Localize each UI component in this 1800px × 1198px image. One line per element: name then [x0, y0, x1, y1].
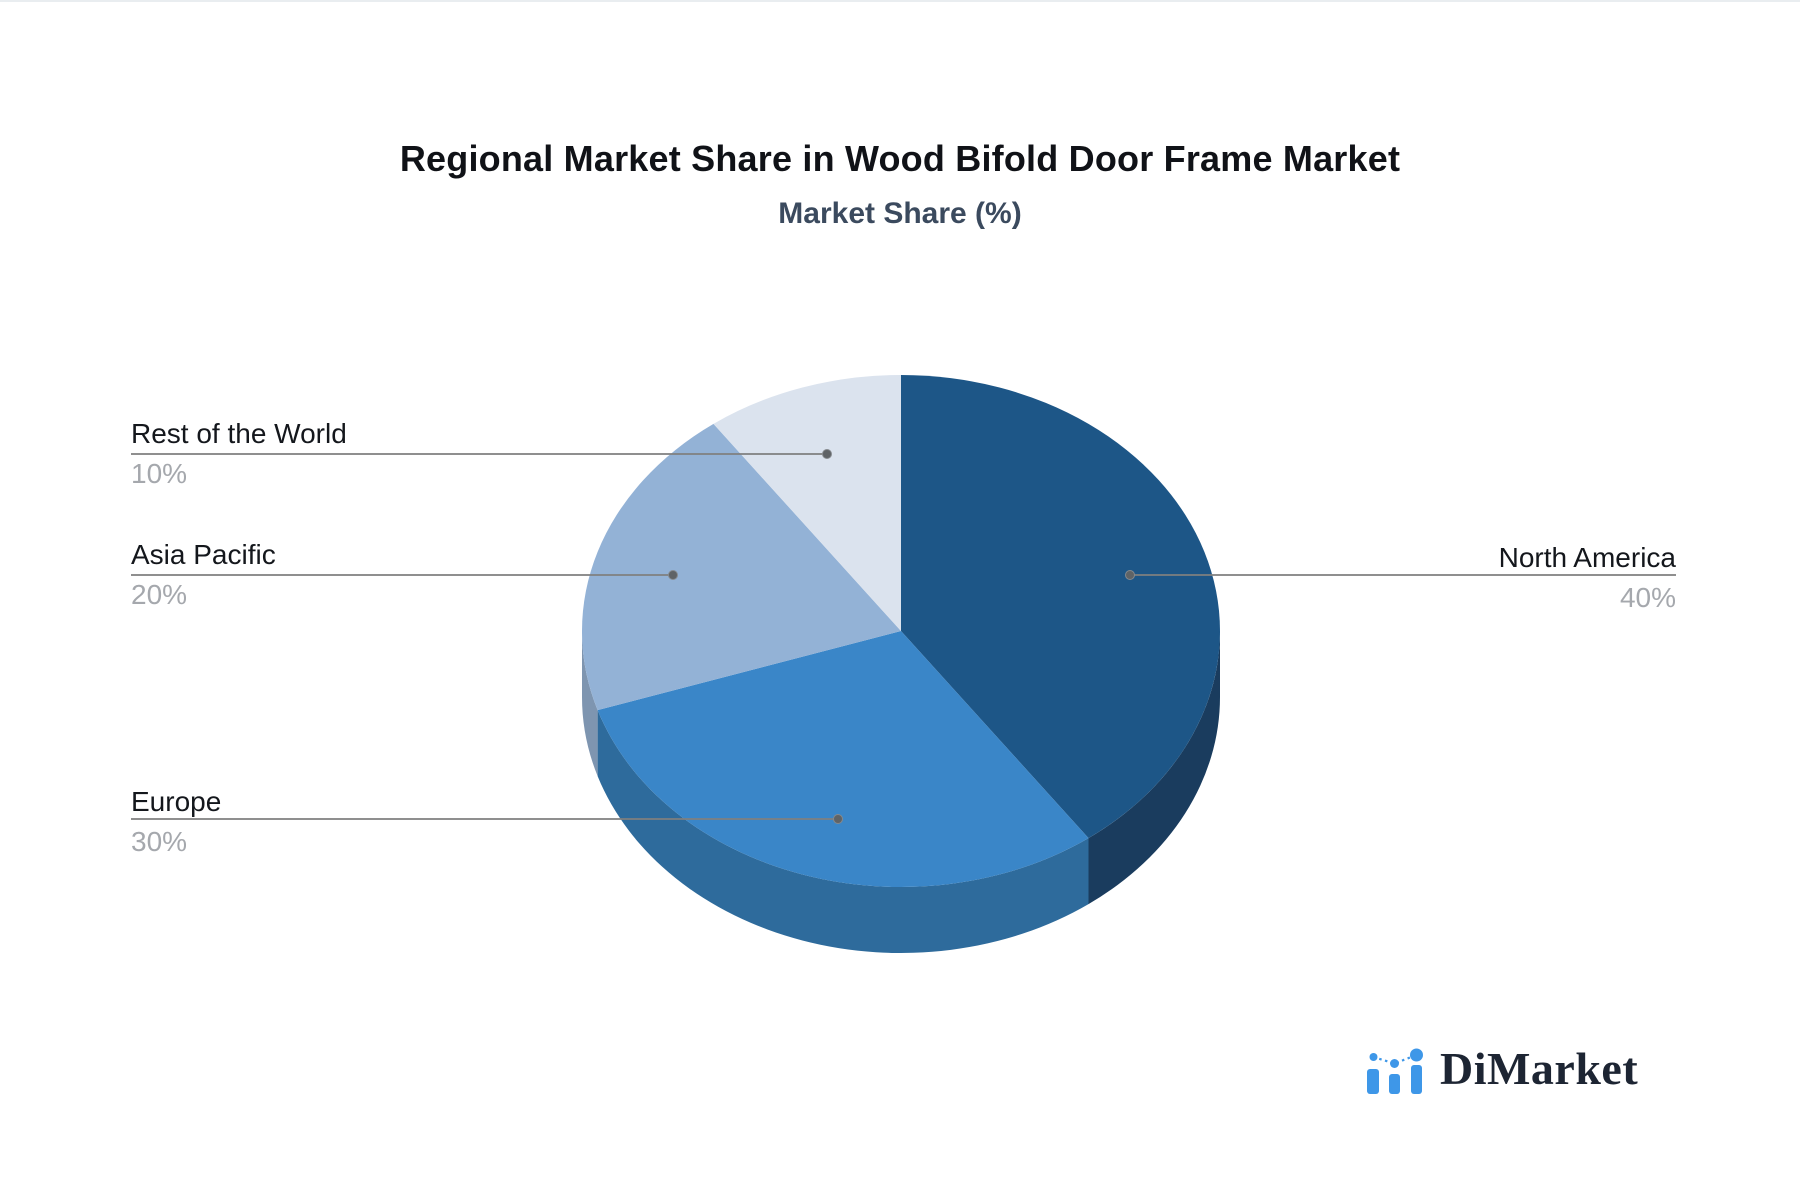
- slice-value: 20%: [131, 579, 188, 610]
- label-rest-of-the-world: Rest of the World 10%: [131, 417, 347, 491]
- label-asia-pacific: Asia Pacific 20%: [131, 538, 276, 612]
- pie-slice-side-north-america: [1088, 631, 1220, 905]
- leader-dot-europe: [833, 814, 843, 824]
- slice-label: Europe: [131, 786, 222, 817]
- pie-slice-side-asia-pacific: [582, 631, 598, 777]
- slice-value: 30%: [131, 826, 188, 857]
- slice-label: North America: [1498, 542, 1676, 573]
- slice-label: Asia Pacific: [131, 539, 276, 570]
- slice-value: 40%: [1619, 582, 1676, 613]
- pie-slice-europe[interactable]: [597, 631, 1089, 888]
- logo-dot-3: [1410, 1048, 1423, 1062]
- logo-dot-2: [1390, 1059, 1399, 1068]
- logo-bar-3: [1411, 1065, 1422, 1094]
- dimarket-logo: DiMarket: [1363, 1042, 1638, 1094]
- chart-title: Regional Market Share in Wood Bifold Doo…: [399, 138, 1401, 179]
- logo-dot-1: [1369, 1053, 1378, 1061]
- slice-label: Rest of the World: [131, 418, 347, 449]
- pie-slice-asia-pacific[interactable]: [581, 423, 901, 711]
- pie-slice-north-america[interactable]: [901, 375, 1220, 839]
- leader-dot-rest-of-the-world: [822, 449, 832, 459]
- leader-dot-asia-pacific: [668, 570, 678, 580]
- logo-bar-2: [1389, 1074, 1400, 1094]
- pie-slice-side-europe: [597, 710, 1089, 954]
- pie-slice-rest-of-the-world[interactable]: [713, 375, 902, 631]
- logo-trend-line: [1373, 1053, 1417, 1065]
- slice-value: 10%: [131, 458, 188, 489]
- logo-bar-1: [1367, 1069, 1379, 1094]
- label-north-america: North America 40%: [1499, 541, 1676, 615]
- chart-subtitle: Market Share (%): [778, 197, 1022, 230]
- label-europe: Europe 30%: [131, 785, 221, 859]
- dimarket-logo-text: DiMarket: [1440, 1043, 1639, 1094]
- leader-dot-north-america: [1125, 570, 1135, 580]
- dimarket-logo-icon: [1367, 1048, 1423, 1094]
